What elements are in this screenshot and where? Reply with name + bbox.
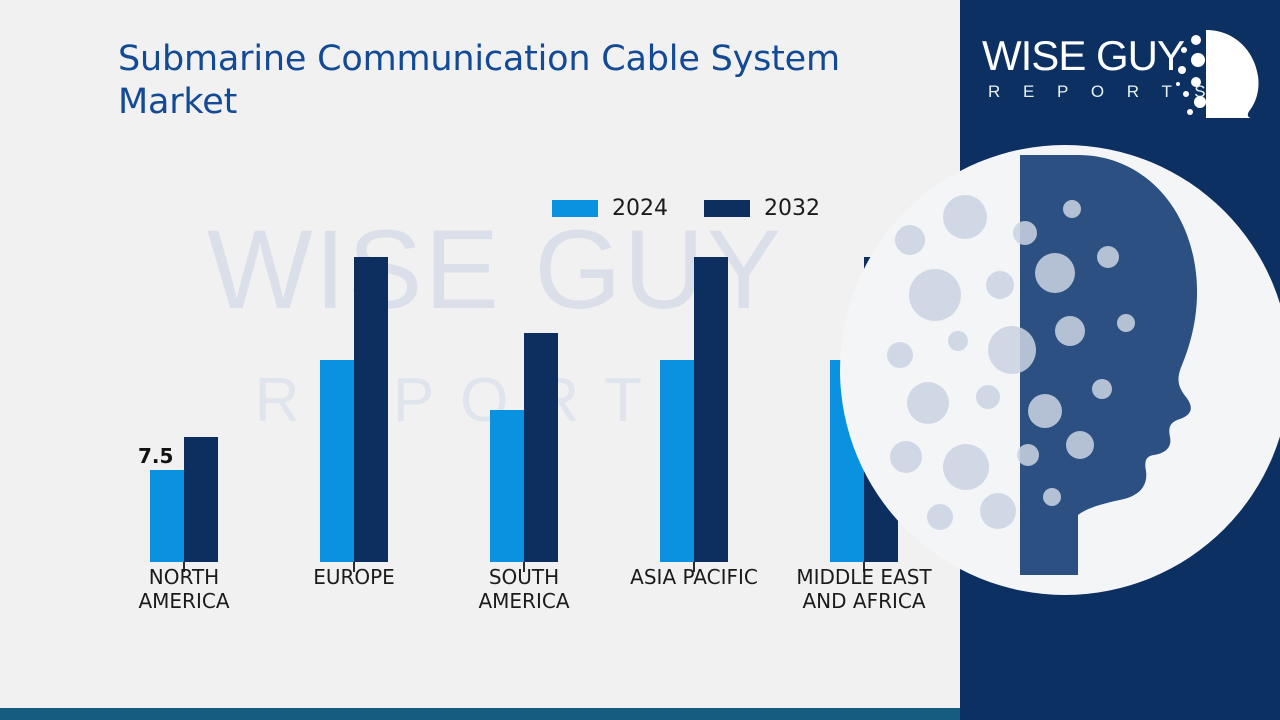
axis-tick xyxy=(353,562,355,572)
chart-legend: 2024 2032 xyxy=(552,196,820,221)
legend-item-2024[interactable]: 2024 xyxy=(552,196,668,221)
bar-group xyxy=(490,230,560,572)
axis-tick xyxy=(693,562,695,572)
bar-group xyxy=(660,230,730,572)
decorative-dot-cluster-icon xyxy=(887,195,1135,530)
legend-label-2024: 2024 xyxy=(612,196,668,221)
plot-area: 7.5 xyxy=(100,230,930,572)
x-axis-tick-label: SOUTH AMERICA xyxy=(478,565,570,613)
axis-tick xyxy=(183,562,185,572)
x-axis-tick-label: ASIA PACIFIC xyxy=(630,565,758,589)
page-title: Submarine Communication Cable System Mar… xyxy=(118,39,840,123)
brand-panel: WISE GUY R E P O R T S xyxy=(840,0,1280,720)
legend-swatch-2032 xyxy=(704,200,750,217)
bar-2032[interactable] xyxy=(354,257,388,562)
logo-wordmark: WISE GUY xyxy=(982,32,1185,79)
bar-group xyxy=(150,230,220,572)
bar-2024[interactable] xyxy=(150,469,184,562)
axis-tick xyxy=(863,562,865,572)
logo-tagline: R E P O R T S xyxy=(988,82,1215,101)
legend-swatch-2024 xyxy=(552,200,598,217)
bar-group xyxy=(320,230,390,572)
x-axis-tick-label: MIDDLE EAST AND AFRICA xyxy=(796,565,932,613)
bar-2032[interactable] xyxy=(524,333,558,562)
chart-panel: WISE GUY REPORTS Submarine Communication… xyxy=(0,39,960,720)
x-axis-tick-label: EUROPE xyxy=(313,565,395,589)
logo-head-icon xyxy=(1176,30,1259,118)
brand-logo[interactable]: WISE GUY R E P O R T S xyxy=(980,30,1270,122)
bottom-accent-bar xyxy=(0,708,960,720)
legend-label-2032: 2032 xyxy=(764,196,820,221)
bar-2032[interactable] xyxy=(694,257,728,562)
legend-item-2032[interactable]: 2032 xyxy=(704,196,820,221)
bar-2024[interactable] xyxy=(490,409,524,562)
axis-tick xyxy=(523,562,525,572)
x-axis-tick-label: NORTH AMERICA xyxy=(138,565,230,613)
bar-2032[interactable] xyxy=(184,436,218,562)
bar-value-label: 7.5 xyxy=(138,443,174,468)
bar-2024[interactable] xyxy=(660,360,694,562)
x-axis-category-labels: NORTH AMERICA EUROPE SOUTH AMERICA ASIA PAC… xyxy=(100,565,931,676)
bar-2024[interactable] xyxy=(320,360,354,562)
